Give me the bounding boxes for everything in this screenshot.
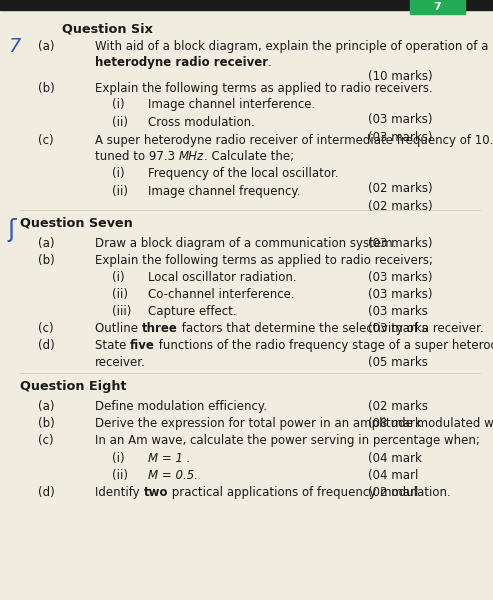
Text: functions of the radio frequency stage of a super heterodyne radio: functions of the radio frequency stage o… bbox=[155, 339, 493, 352]
Text: Explain the following terms as applied to radio receivers;: Explain the following terms as applied t… bbox=[95, 254, 433, 267]
Text: (03 marks): (03 marks) bbox=[368, 288, 432, 301]
Text: (02 marks): (02 marks) bbox=[368, 182, 433, 195]
Text: M = 0.5.: M = 0.5. bbox=[148, 469, 198, 482]
Text: (a): (a) bbox=[38, 40, 55, 53]
Text: (04 marl: (04 marl bbox=[368, 469, 419, 482]
Text: Image channel interference.: Image channel interference. bbox=[148, 98, 315, 111]
Text: With aid of a block diagram, explain the principle of operation of a: With aid of a block diagram, explain the… bbox=[95, 40, 492, 53]
Bar bbox=[410, 0, 465, 14]
Text: (ii): (ii) bbox=[112, 116, 128, 129]
Text: (08 mark: (08 mark bbox=[368, 417, 422, 430]
Text: Draw a block diagram of a communication system.: Draw a block diagram of a communication … bbox=[95, 237, 396, 250]
Text: factors that determine the selectivity of a receiver.: factors that determine the selectivity o… bbox=[177, 322, 483, 335]
Text: (d): (d) bbox=[38, 339, 55, 352]
Text: (c): (c) bbox=[38, 322, 54, 335]
Text: MHz: MHz bbox=[179, 150, 204, 163]
Text: Identify: Identify bbox=[95, 486, 143, 499]
Text: (a): (a) bbox=[38, 237, 55, 250]
Text: (ii): (ii) bbox=[112, 288, 128, 301]
Text: three: three bbox=[142, 322, 177, 335]
Text: (04 mark: (04 mark bbox=[368, 452, 422, 465]
Text: Outline: Outline bbox=[95, 322, 142, 335]
Text: (i): (i) bbox=[112, 452, 125, 465]
Text: heterodyne radio receiver: heterodyne radio receiver bbox=[95, 56, 268, 69]
Text: Image channel frequency.: Image channel frequency. bbox=[148, 185, 301, 198]
Text: Capture effect.: Capture effect. bbox=[148, 305, 237, 318]
Text: Frequency of the local oscillator.: Frequency of the local oscillator. bbox=[148, 167, 339, 180]
Text: Explain the following terms as applied to radio receivers.: Explain the following terms as applied t… bbox=[95, 82, 433, 95]
Text: .: . bbox=[268, 56, 272, 69]
Text: State: State bbox=[95, 339, 130, 352]
Text: 7: 7 bbox=[433, 2, 441, 12]
Text: Local oscillator radiation.: Local oscillator radiation. bbox=[148, 271, 297, 284]
Text: . Calculate the;: . Calculate the; bbox=[204, 150, 294, 163]
Text: (03 marks): (03 marks) bbox=[368, 271, 432, 284]
Text: A super heterodyne radio receiver of intermediate frequency of 10.7 MHZ, is: A super heterodyne radio receiver of int… bbox=[95, 134, 493, 147]
Text: In an Am wave, calculate the power serving in percentage when;: In an Am wave, calculate the power servi… bbox=[95, 434, 480, 447]
Text: (iii): (iii) bbox=[112, 305, 131, 318]
Text: ʃ: ʃ bbox=[8, 218, 16, 242]
Text: (b): (b) bbox=[38, 254, 55, 267]
Text: (03 marks): (03 marks) bbox=[368, 113, 432, 126]
Text: (05 marks: (05 marks bbox=[368, 356, 428, 369]
Text: (i): (i) bbox=[112, 98, 125, 111]
Bar bbox=[0, 0, 493, 10]
Text: super: super bbox=[492, 40, 493, 53]
Text: (ii): (ii) bbox=[112, 185, 128, 198]
Text: (10 marks): (10 marks) bbox=[368, 70, 433, 83]
Text: (02 marks): (02 marks) bbox=[368, 200, 433, 213]
Text: (b): (b) bbox=[38, 82, 55, 95]
Text: 7: 7 bbox=[8, 37, 20, 55]
Text: (ii): (ii) bbox=[112, 469, 128, 482]
Text: (i): (i) bbox=[112, 167, 125, 180]
Text: receiver.: receiver. bbox=[95, 356, 146, 369]
Text: (02 marks: (02 marks bbox=[368, 400, 428, 413]
Text: (03 marks: (03 marks bbox=[368, 305, 428, 318]
Text: (02 marl: (02 marl bbox=[368, 486, 419, 499]
Text: Derive the expression for total power in an amplitude modulated wave.: Derive the expression for total power in… bbox=[95, 417, 493, 430]
Text: Question Eight: Question Eight bbox=[20, 380, 127, 393]
Text: (03 marks): (03 marks) bbox=[368, 131, 432, 144]
Text: Question Six: Question Six bbox=[62, 22, 153, 35]
Text: (a): (a) bbox=[38, 400, 55, 413]
Text: M = 1 .: M = 1 . bbox=[148, 452, 190, 465]
Text: two: two bbox=[143, 486, 168, 499]
Text: Co-channel interference.: Co-channel interference. bbox=[148, 288, 295, 301]
Text: five: five bbox=[130, 339, 155, 352]
Text: (03 marks): (03 marks) bbox=[368, 237, 432, 250]
Text: Question Seven: Question Seven bbox=[20, 216, 133, 229]
Text: (c): (c) bbox=[38, 434, 54, 447]
Text: Define modulation efficiency.: Define modulation efficiency. bbox=[95, 400, 267, 413]
Text: (c): (c) bbox=[38, 134, 54, 147]
Text: Cross modulation.: Cross modulation. bbox=[148, 116, 255, 129]
Text: (i): (i) bbox=[112, 271, 125, 284]
Text: (d): (d) bbox=[38, 486, 55, 499]
Text: (03 marks: (03 marks bbox=[368, 322, 428, 335]
Text: (b): (b) bbox=[38, 417, 55, 430]
Text: practical applications of frequency modulation.: practical applications of frequency modu… bbox=[168, 486, 451, 499]
Text: tuned to 97.3: tuned to 97.3 bbox=[95, 150, 179, 163]
